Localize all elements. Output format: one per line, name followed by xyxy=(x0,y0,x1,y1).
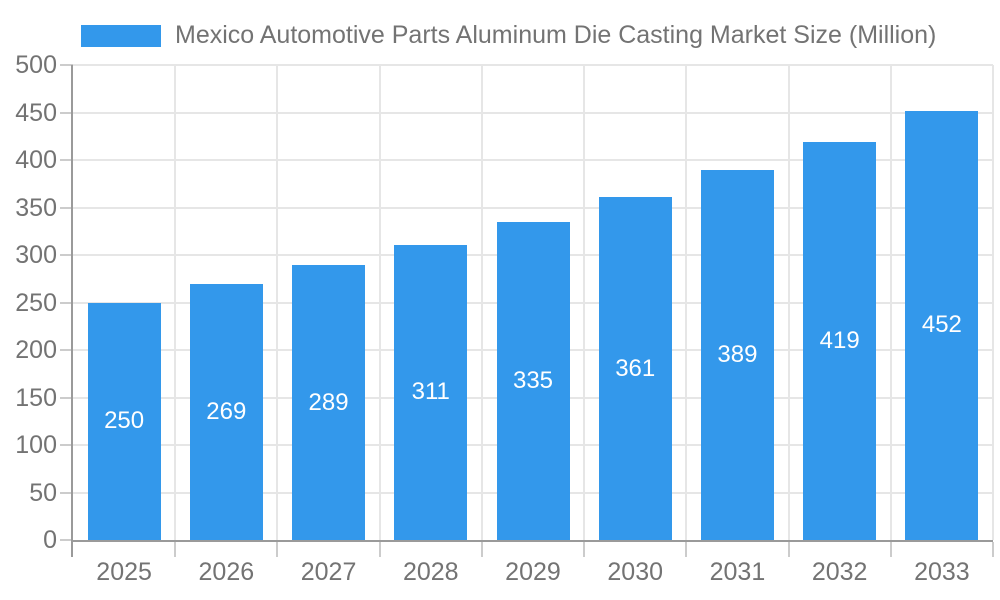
v-gridline xyxy=(889,65,892,540)
y-axis-tick xyxy=(60,206,73,209)
chart-title: Mexico Automotive Parts Aluminum Die Cas… xyxy=(175,21,937,49)
bar: 311 xyxy=(394,244,468,540)
bar: 452 xyxy=(905,110,979,540)
x-axis-tick-label: 2027 xyxy=(300,558,357,586)
x-axis-tick xyxy=(276,542,279,557)
x-axis-tick-label: 2026 xyxy=(198,558,255,586)
bar-value-label: 289 xyxy=(308,388,349,416)
x-axis-tick xyxy=(992,542,994,557)
bar: 335 xyxy=(496,221,570,540)
x-axis-tick xyxy=(583,542,586,557)
v-gridline xyxy=(685,65,688,540)
x-axis-tick xyxy=(174,542,177,557)
y-axis-tick-label: 200 xyxy=(15,336,57,364)
x-axis-tick-label: 2028 xyxy=(402,558,459,586)
v-gridline xyxy=(583,65,586,540)
y-axis-tick xyxy=(60,254,73,256)
h-gridline xyxy=(73,206,993,209)
x-axis-tick-label: 2030 xyxy=(607,558,664,586)
legend-swatch-icon xyxy=(81,24,161,47)
y-axis-tick-label: 500 xyxy=(15,51,57,79)
v-gridline xyxy=(378,65,381,540)
y-axis-line xyxy=(71,65,73,557)
x-axis-tick xyxy=(480,542,483,557)
y-axis-tick xyxy=(60,539,73,541)
bar-value-label: 269 xyxy=(206,398,247,426)
x-axis-tick-label: 2025 xyxy=(96,558,152,586)
h-gridline xyxy=(73,159,993,161)
y-axis-tick xyxy=(60,64,73,66)
y-axis-tick-label: 250 xyxy=(15,288,57,317)
x-axis-tick xyxy=(378,542,381,557)
y-axis-tick-label: 450 xyxy=(15,98,57,127)
y-axis-tick xyxy=(60,111,73,114)
x-axis-tick-label: 2029 xyxy=(505,558,561,586)
bar: 389 xyxy=(700,170,774,540)
h-gridline xyxy=(73,111,993,114)
y-axis-tick-label: 300 xyxy=(15,241,57,269)
bar: 250 xyxy=(87,302,161,540)
v-gridline xyxy=(992,65,994,540)
h-gridline xyxy=(73,64,993,66)
bar-value-label: 452 xyxy=(921,311,962,339)
bar-value-label: 389 xyxy=(717,341,758,369)
v-gridline xyxy=(276,65,279,540)
y-axis-tick xyxy=(60,301,73,304)
bar-value-label: 361 xyxy=(615,354,656,382)
bar: 419 xyxy=(803,141,877,540)
y-axis-tick xyxy=(60,349,73,351)
bar-value-label: 250 xyxy=(104,407,145,435)
y-axis-tick-label: 350 xyxy=(15,193,57,222)
x-axis-line xyxy=(73,540,993,542)
x-axis-tick xyxy=(787,542,790,557)
x-axis-tick-label: 2032 xyxy=(811,558,868,586)
y-axis-tick xyxy=(60,159,73,161)
bar: 289 xyxy=(292,265,366,540)
x-axis-tick-label: 2031 xyxy=(709,558,766,586)
bar-value-label: 311 xyxy=(411,378,450,406)
y-axis-tick-label: 400 xyxy=(15,146,57,174)
y-axis-tick-label: 50 xyxy=(29,478,57,507)
y-axis-tick-label: 0 xyxy=(43,526,57,554)
y-axis-tick xyxy=(60,396,73,399)
y-axis-tick xyxy=(60,491,73,494)
bar-value-label: 335 xyxy=(512,366,554,394)
v-gridline xyxy=(787,65,790,540)
y-axis-tick-label: 100 xyxy=(15,431,57,459)
y-axis-tick xyxy=(60,444,73,446)
x-axis-tick xyxy=(889,542,892,557)
y-axis-tick-label: 150 xyxy=(15,383,57,412)
v-gridline xyxy=(174,65,177,540)
bar: 269 xyxy=(189,284,263,540)
v-gridline xyxy=(480,65,483,540)
legend-item[interactable]: Mexico Automotive Parts Aluminum Die Cas… xyxy=(81,21,936,50)
x-axis-tick-label: 2033 xyxy=(914,558,970,586)
bar-value-label: 419 xyxy=(819,326,860,354)
bar: 361 xyxy=(598,197,672,540)
x-axis-tick xyxy=(685,542,688,557)
